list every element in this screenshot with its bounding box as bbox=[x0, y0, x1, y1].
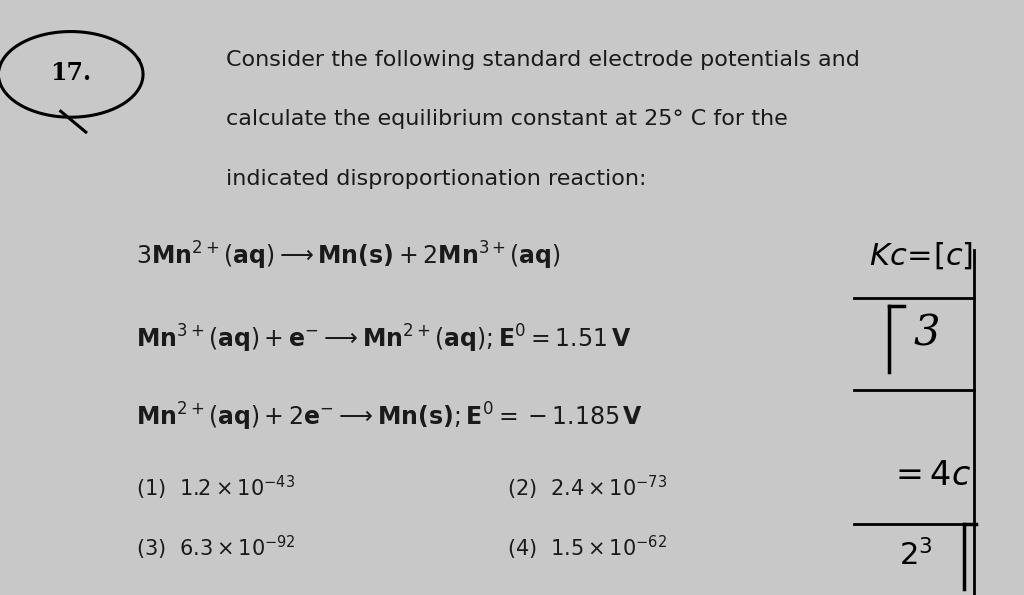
Text: 3: 3 bbox=[913, 312, 940, 354]
Text: $=4c$: $=4c$ bbox=[889, 460, 971, 492]
Text: $\mathbf{Mn}^{3+}(\mathbf{aq})+\mathbf{e}^{-}\longrightarrow\mathbf{Mn}^{2+}(\ma: $\mathbf{Mn}^{3+}(\mathbf{aq})+\mathbf{e… bbox=[136, 323, 632, 355]
Text: 17.: 17. bbox=[50, 61, 91, 84]
Text: $(2)\ \ 2.4\times10^{-73}$: $(2)\ \ 2.4\times10^{-73}$ bbox=[507, 474, 668, 502]
Text: $3\mathbf{Mn}^{2+}(\mathbf{aq})\longrightarrow\mathbf{Mn(s)}+2\mathbf{Mn}^{3+}(\: $3\mathbf{Mn}^{2+}(\mathbf{aq})\longrigh… bbox=[136, 240, 561, 272]
Text: $2^3$: $2^3$ bbox=[899, 540, 932, 572]
Text: $(1)\ \ 1.2\times10^{-43}$: $(1)\ \ 1.2\times10^{-43}$ bbox=[136, 474, 295, 502]
Text: $Kc\!=\![c]$: $Kc\!=\![c]$ bbox=[868, 240, 973, 271]
Text: $(3)\ \ 6.3\times10^{-92}$: $(3)\ \ 6.3\times10^{-92}$ bbox=[136, 533, 296, 562]
Text: indicated disproportionation reaction:: indicated disproportionation reaction: bbox=[226, 168, 647, 189]
Text: calculate the equilibrium constant at 25° C for the: calculate the equilibrium constant at 25… bbox=[226, 109, 788, 129]
Text: $\mathbf{Mn}^{2+}(\mathbf{aq})+2\mathbf{e}^{-}\longrightarrow\mathbf{Mn(s)};\mat: $\mathbf{Mn}^{2+}(\mathbf{aq})+2\mathbf{… bbox=[136, 400, 643, 433]
Text: Consider the following standard electrode potentials and: Consider the following standard electrod… bbox=[226, 49, 860, 70]
Text: $(4)\ \ 1.5\times10^{-62}$: $(4)\ \ 1.5\times10^{-62}$ bbox=[507, 533, 668, 562]
